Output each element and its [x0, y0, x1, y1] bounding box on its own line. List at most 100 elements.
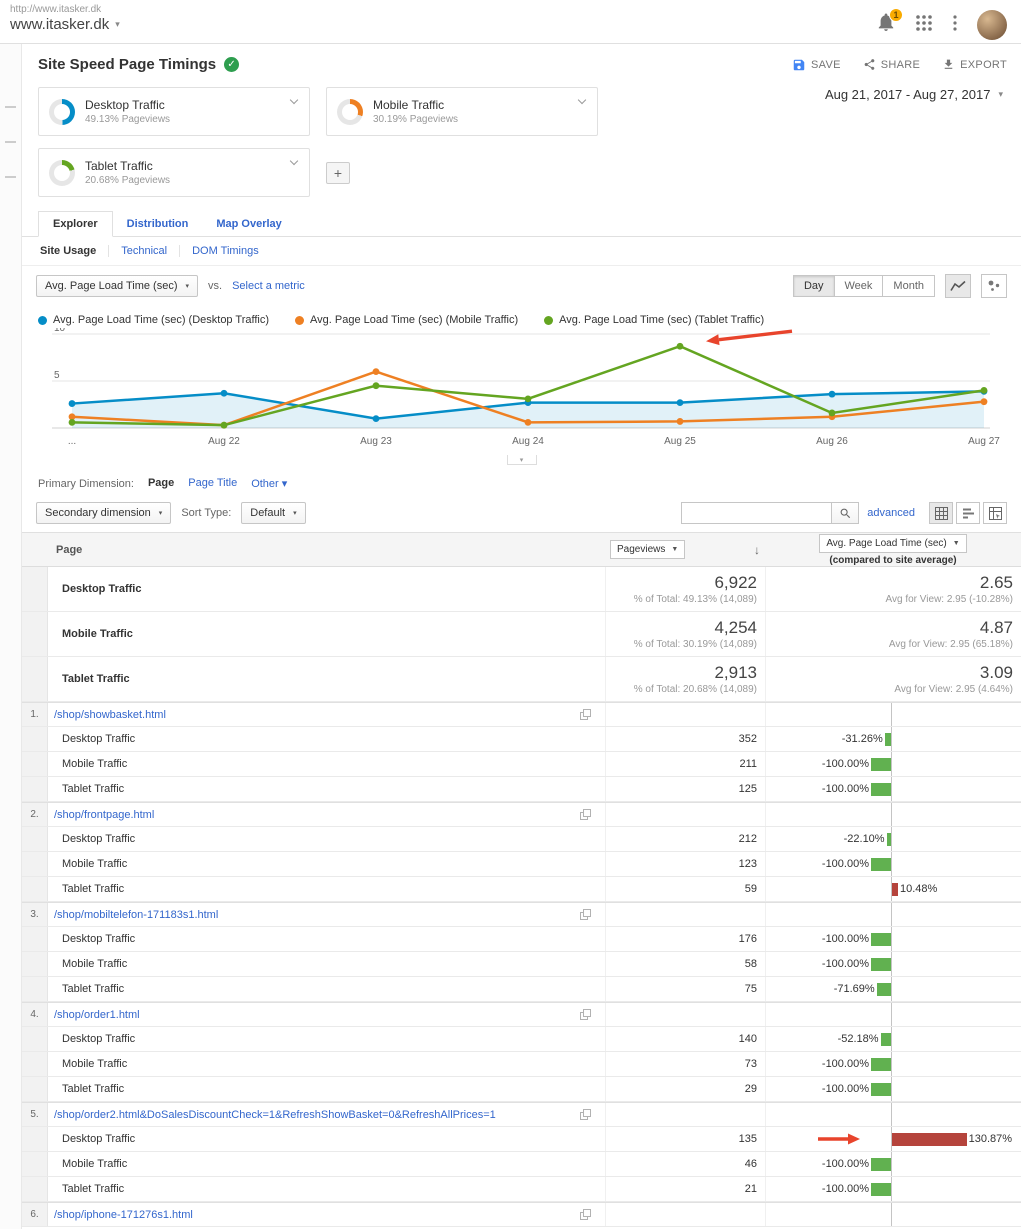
chevron-down-icon[interactable]	[577, 95, 587, 105]
bar-pos-zone	[891, 827, 1021, 851]
primary-dimension-page-title[interactable]: Page Title	[188, 477, 238, 489]
subtab-site-usage[interactable]: Site Usage	[40, 245, 110, 257]
segment-card-desktop-traffic[interactable]: Desktop Traffic 49.13% Pageviews	[38, 87, 310, 136]
segment-name-cell: Desktop Traffic	[62, 733, 136, 745]
avatar[interactable]	[977, 10, 1007, 40]
pageviews-column-select[interactable]: Pageviews ▼	[610, 540, 686, 559]
tab-distribution[interactable]: Distribution	[126, 218, 189, 230]
open-in-new-icon[interactable]	[580, 809, 591, 820]
open-in-new-icon[interactable]	[580, 1209, 591, 1220]
overflow-menu-button[interactable]	[953, 14, 957, 36]
subtab-dom-timings[interactable]: DOM Timings	[192, 245, 259, 257]
rail-mark	[5, 106, 16, 108]
add-segment-button[interactable]: +	[326, 161, 350, 184]
segment-card-mobile-traffic[interactable]: Mobile Traffic 30.19% Pageviews	[326, 87, 598, 136]
pageviews-column-header: Pageviews ▼ ↓	[605, 533, 765, 566]
avg-load-cell: 3.09 Avg for View: 2.95 (4.64%)	[765, 657, 1021, 701]
page-link[interactable]: /shop/showbasket.html	[54, 708, 166, 721]
granularity-week[interactable]: Week	[834, 275, 884, 297]
page-link[interactable]: /shop/order1.html	[54, 1008, 140, 1021]
segment-row: Mobile Traffic 58 -100.00%	[22, 952, 1021, 977]
subtab-technical[interactable]: Technical	[109, 245, 181, 257]
chevron-down-icon[interactable]	[289, 95, 299, 105]
advanced-search-link[interactable]: advanced	[867, 507, 915, 519]
secondary-dimension-select[interactable]: Secondary dimension ▾	[36, 502, 172, 524]
save-button[interactable]: SAVE	[792, 58, 841, 72]
page-link[interactable]: /shop/iphone-171276s1.html	[54, 1208, 193, 1221]
pageviews-cell: 59	[605, 877, 765, 901]
share-icon	[864, 59, 875, 70]
bar-pos-zone	[891, 1052, 1021, 1076]
report-table: Page Pageviews ▼ ↓ Avg. Page Load Time (…	[22, 532, 1021, 1227]
pct-change-label: -22.10%	[843, 833, 885, 845]
segment-row: Desktop Traffic 135 130.87%	[22, 1127, 1021, 1152]
primary-dimension-other[interactable]: Other ▾	[251, 478, 288, 490]
metric-select[interactable]: Avg. Page Load Time (sec) ▾	[36, 275, 198, 297]
row-index: 6.	[22, 1203, 48, 1226]
pct-change-label: 10.48%	[899, 883, 938, 895]
bar-neg-zone: -100.00%	[766, 752, 891, 776]
open-in-new-icon[interactable]	[580, 909, 591, 920]
segment-name: Desktop Traffic	[85, 98, 165, 112]
page-link[interactable]: /shop/mobiltelefon-171183s1.html	[54, 908, 219, 921]
sort-descending-icon[interactable]: ↓	[754, 542, 760, 557]
line-chart-icon	[950, 280, 966, 291]
primary-dimension-page[interactable]: Page	[147, 477, 175, 489]
open-in-new-icon[interactable]	[580, 1109, 591, 1120]
table-header-row: Page Pageviews ▼ ↓ Avg. Page Load Time (…	[22, 533, 1021, 567]
page-link[interactable]: /shop/order2.html&DoSalesDiscountCheck=1…	[54, 1108, 496, 1121]
granularity-day[interactable]: Day	[792, 275, 835, 297]
apps-grid-button[interactable]	[915, 14, 933, 37]
notification-badge: 1	[889, 8, 903, 22]
row-index: 1.	[22, 703, 48, 726]
notifications-button[interactable]: 1	[877, 8, 903, 37]
chart-legend: Avg. Page Load Time (sec) (Desktop Traff…	[22, 306, 1021, 326]
row-index	[22, 1027, 48, 1051]
open-in-new-icon[interactable]	[580, 1009, 591, 1020]
export-button[interactable]: EXPORT	[942, 58, 1007, 72]
pageviews-cell	[605, 903, 765, 926]
dropdown-triangle-icon: ▾	[293, 510, 297, 517]
search-button[interactable]	[831, 502, 860, 524]
chevron-down-icon[interactable]	[289, 156, 299, 166]
summary-row: Mobile Traffic 4,254 % of Total: 30.19% (1…	[22, 612, 1021, 657]
chevron-down-icon: ▾	[115, 19, 120, 29]
account-selector[interactable]: www.itasker.dk ▾	[10, 16, 120, 33]
motion-chart-view-button[interactable]	[981, 274, 1007, 298]
pageviews-cell	[605, 703, 765, 726]
metric-selectors: Avg. Page Load Time (sec) ▾ vs. Select a…	[36, 275, 305, 297]
search-input[interactable]	[681, 502, 832, 524]
pageviews-cell	[605, 803, 765, 826]
page-link[interactable]: /shop/frontpage.html	[54, 808, 155, 821]
negative-bar	[871, 1182, 891, 1196]
sort-type-select[interactable]: Default ▾	[241, 502, 306, 524]
bar-pos-zone	[891, 1077, 1021, 1101]
comparison-view-button[interactable]	[956, 502, 980, 524]
page-title: Site Speed Page Timings ✓	[38, 56, 240, 73]
line-chart-view-button[interactable]	[945, 274, 971, 298]
pct-change-label: -31.26%	[841, 733, 883, 745]
legend-dot-icon	[544, 315, 554, 325]
share-button[interactable]: SHARE	[863, 58, 920, 72]
segment-donut-icon	[49, 159, 75, 186]
tab-explorer[interactable]: Explorer	[38, 211, 113, 237]
pct-change-label: -100.00%	[821, 1083, 869, 1095]
bar-neg-zone: -22.10%	[766, 827, 891, 851]
pivot-view-button[interactable]	[983, 502, 1007, 524]
row-index	[22, 567, 48, 611]
pageviews-cell: 211	[605, 752, 765, 776]
tab-map-overlay[interactable]: Map Overlay	[216, 218, 282, 230]
table-row: 6. /shop/iphone-171276s1.html	[22, 1202, 1021, 1227]
avg-bar-cell: -100.00%	[765, 777, 1021, 801]
negative-bar	[871, 1082, 891, 1096]
segment-row: Mobile Traffic 73 -100.00%	[22, 1052, 1021, 1077]
segment-card-tablet-traffic[interactable]: Tablet Traffic 20.68% Pageviews	[38, 148, 310, 197]
date-range-picker[interactable]: Aug 21, 2017 - Aug 27, 2017 ▾	[825, 87, 1003, 102]
open-in-new-icon[interactable]	[580, 709, 591, 720]
data-table-view-button[interactable]	[929, 502, 953, 524]
avg-column-select[interactable]: Avg. Page Load Time (sec) ▼	[819, 533, 967, 553]
chart-collapse-handle[interactable]: ▾	[506, 455, 537, 465]
select-metric-link[interactable]: Select a metric	[232, 280, 305, 292]
pct-change-label: -100.00%	[821, 758, 869, 770]
granularity-month[interactable]: Month	[883, 275, 935, 297]
